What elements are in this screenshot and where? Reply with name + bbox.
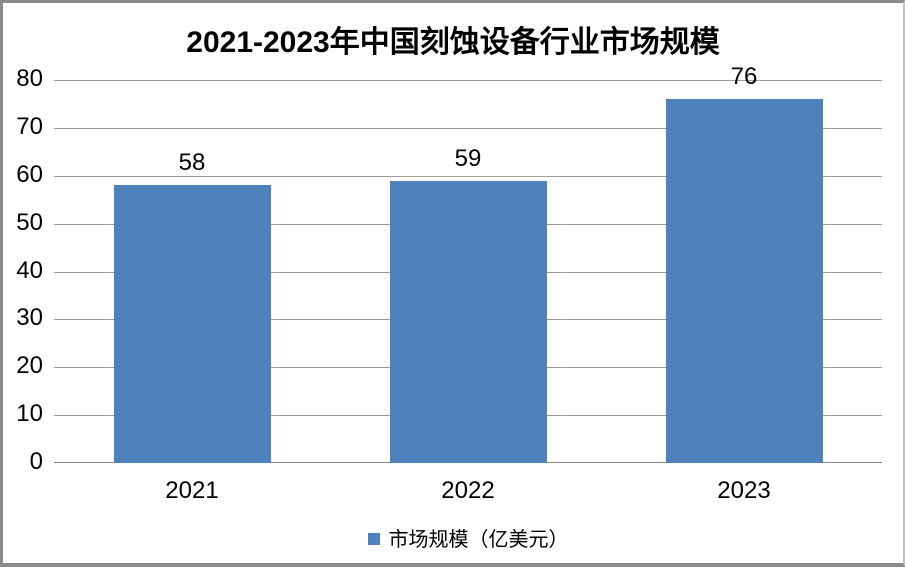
gridline [54, 176, 882, 177]
bar [114, 185, 271, 463]
y-axis-tick-label: 40 [16, 257, 43, 284]
y-axis-tick-label: 80 [16, 65, 43, 92]
y-axis-tick-label: 70 [16, 113, 43, 140]
gridline [54, 128, 882, 129]
y-axis-tick-label: 20 [16, 352, 43, 379]
x-axis-tick-label: 2022 [441, 477, 495, 504]
bar [666, 99, 823, 463]
x-axis-tick-label: 2023 [717, 477, 771, 504]
plot-area: 58 2021 59 2022 76 2023 [54, 63, 882, 504]
y-axis-tick-label: 10 [16, 400, 43, 427]
y-axis-tick-label: 0 [29, 448, 43, 475]
y-axis-tick-label: 30 [16, 304, 43, 331]
bar-value-label: 58 [178, 149, 206, 176]
bar-value-label: 76 [730, 63, 758, 90]
y-axis-tick-label: 50 [16, 209, 43, 236]
gridline [54, 80, 882, 81]
chart-title: 2021-2023年中国刻蚀设备行业市场规模 [186, 26, 720, 59]
legend-label: 市场规模（亿美元） [388, 529, 569, 551]
legend: 市场规模（亿美元） [54, 523, 882, 552]
bar [390, 181, 547, 463]
y-axis-tick-label: 60 [16, 161, 43, 188]
legend-marker-square [367, 533, 380, 545]
bar-value-label: 59 [454, 145, 482, 172]
x-axis-tick-label: 2021 [165, 477, 219, 504]
